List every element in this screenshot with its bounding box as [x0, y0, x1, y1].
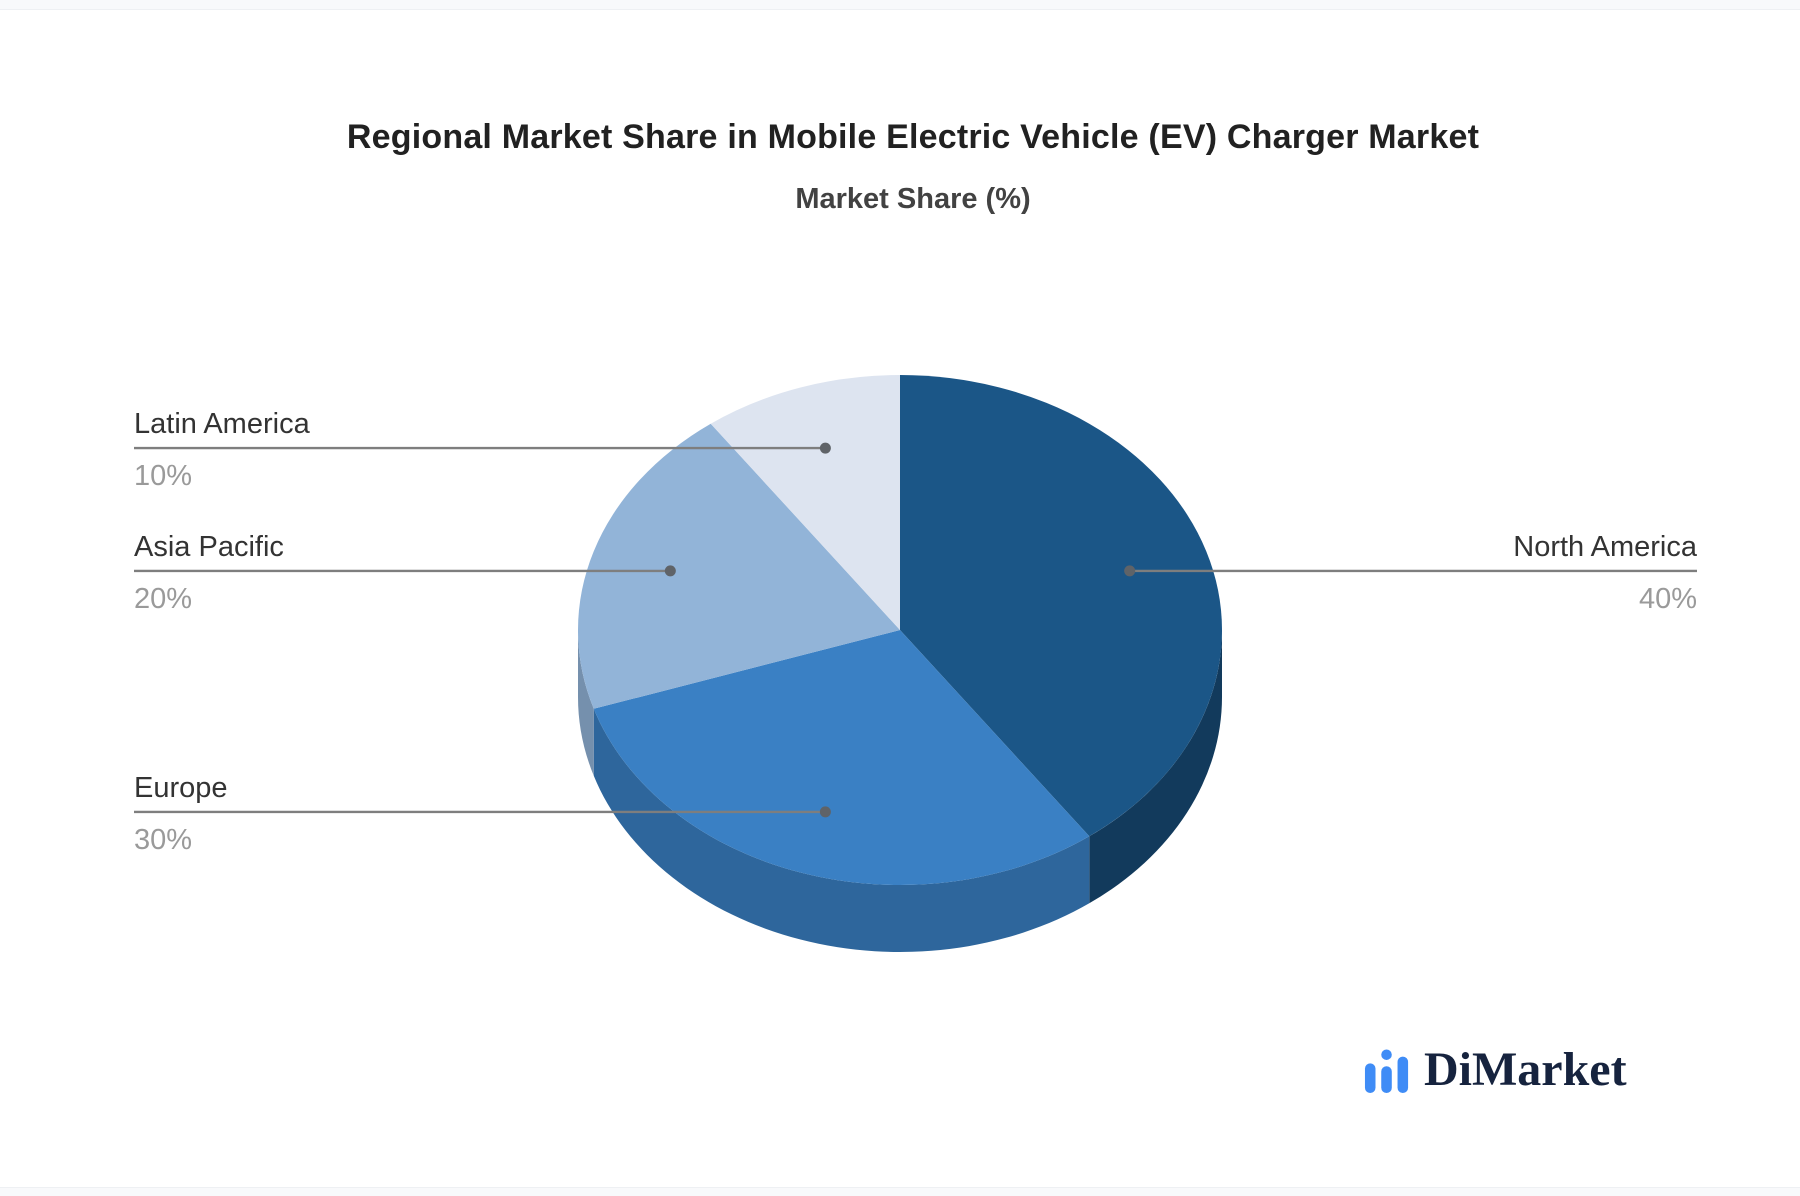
chart-subtitle: Market Share (%) [795, 183, 1031, 215]
slice-label-name: North America [1513, 530, 1697, 563]
bottom-edge-strip [0, 1187, 1800, 1196]
slice-label-name: Europe [134, 771, 228, 804]
label-connector-dot [819, 806, 831, 818]
brand-name: DiMarket [1424, 1043, 1627, 1096]
pie-slice-side-europe [593, 708, 1090, 952]
slice-label-pct: 40% [1638, 582, 1697, 615]
pie-slice-side-asia-pacific [578, 630, 594, 776]
chart-header: Regional Market Share in Mobile Electric… [13, 118, 1800, 216]
pie-slice-side-north-america [1089, 630, 1222, 904]
label-connector-dot [819, 442, 831, 454]
pie-slice-asia-pacific[interactable] [577, 423, 900, 709]
pie-slice-latin-america[interactable] [710, 375, 900, 630]
slice-label-pct: 30% [134, 823, 193, 856]
slice-label-name: Asia Pacific [134, 530, 284, 563]
logo-icon [1364, 1049, 1409, 1094]
slice-label-pct: 20% [134, 582, 193, 615]
slice-label-name: Latin America [134, 408, 310, 441]
label-connector-dot [664, 565, 676, 577]
pie-slice-north-america[interactable] [900, 375, 1222, 837]
top-edge-strip [0, 0, 1800, 10]
slice-label-pct: 10% [134, 460, 193, 493]
chart-title: Regional Market Share in Mobile Electric… [346, 118, 1480, 156]
label-connector-dot [1124, 565, 1136, 577]
brand-logo: DiMarket [1364, 1046, 1627, 1094]
pie-slice-europe[interactable] [593, 630, 1090, 885]
